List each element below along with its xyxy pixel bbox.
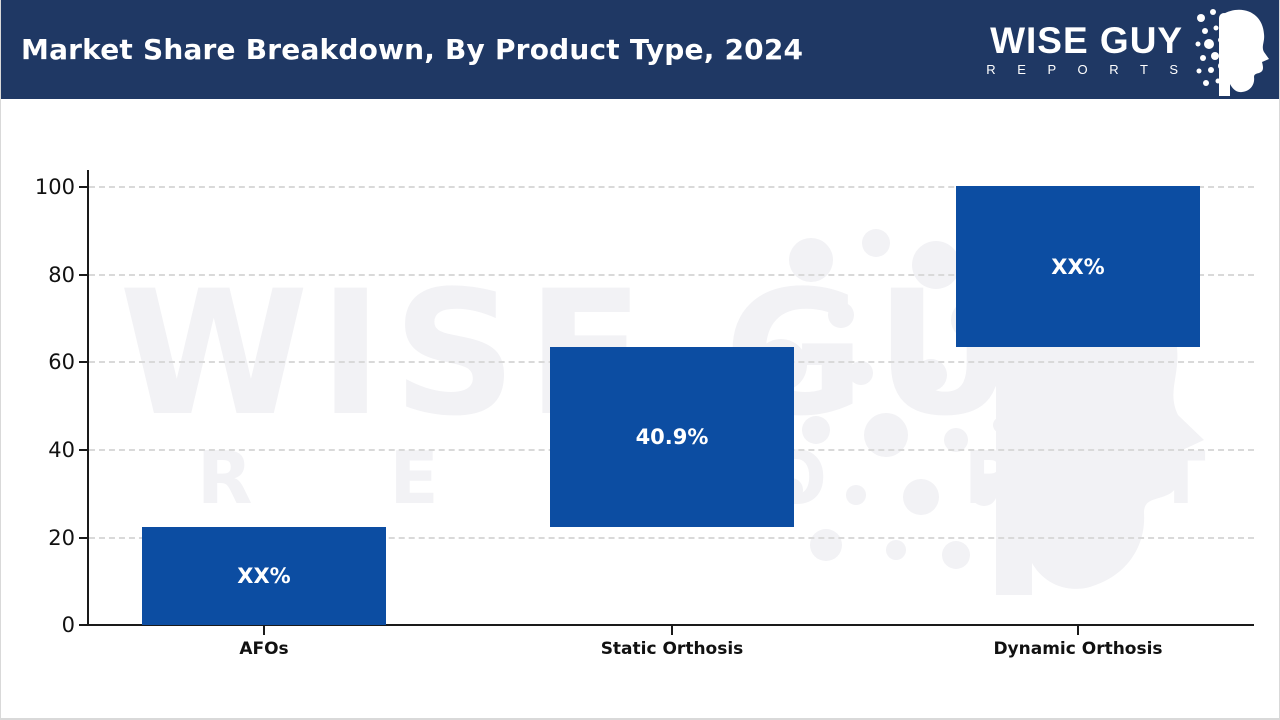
wise-guy-logo: WISE GUY R E P O R T S <box>986 4 1275 96</box>
x-axis-spine <box>87 624 1254 626</box>
logo-subtitle: R E P O R T S <box>986 62 1187 77</box>
bar-static-orthosis: 40.9% <box>550 347 794 527</box>
bar-value-label: 40.9% <box>635 425 709 449</box>
y-tick-label: 20 <box>48 526 75 550</box>
bar-value-label: XX% <box>1051 254 1105 279</box>
y-tick-60 <box>79 361 87 363</box>
logo-face-icon <box>1195 8 1269 96</box>
bar-value-label: XX% <box>237 564 291 588</box>
page-title: Market Share Breakdown, By Product Type,… <box>21 33 804 66</box>
header-band: Market Share Breakdown, By Product Type,… <box>1 0 1279 99</box>
x-category-label: Dynamic Orthosis <box>993 639 1163 659</box>
x-tick-static-orthosis <box>671 626 673 635</box>
y-tick-20 <box>79 537 87 539</box>
logo-wordmark: WISE GUY <box>990 20 1184 61</box>
x-category-label: AFOs <box>239 639 289 659</box>
y-tick-label: 40 <box>48 438 75 462</box>
y-tick-label: 100 <box>34 175 75 199</box>
y-tick-label: 0 <box>61 613 75 637</box>
y-tick-80 <box>79 274 87 276</box>
y-gridline-80 <box>89 274 1254 276</box>
y-tick-40 <box>79 449 87 451</box>
y-gridline-100 <box>89 186 1254 188</box>
y-gridline-20 <box>89 537 1254 539</box>
x-tick-dynamic-orthosis <box>1077 626 1079 635</box>
bar-dynamic-orthosis: XX% <box>956 186 1200 347</box>
x-tick-afos <box>263 626 265 635</box>
y-tick-0 <box>79 624 87 626</box>
y-axis-spine <box>87 170 89 626</box>
y-tick-label: 60 <box>48 350 75 374</box>
x-category-label: Static Orthosis <box>600 639 744 659</box>
bar-afos: XX% <box>142 527 386 625</box>
logo-text: WISE GUY R E P O R T S <box>986 20 1187 78</box>
y-tick-label: 80 <box>48 263 75 287</box>
y-tick-100 <box>79 186 87 188</box>
